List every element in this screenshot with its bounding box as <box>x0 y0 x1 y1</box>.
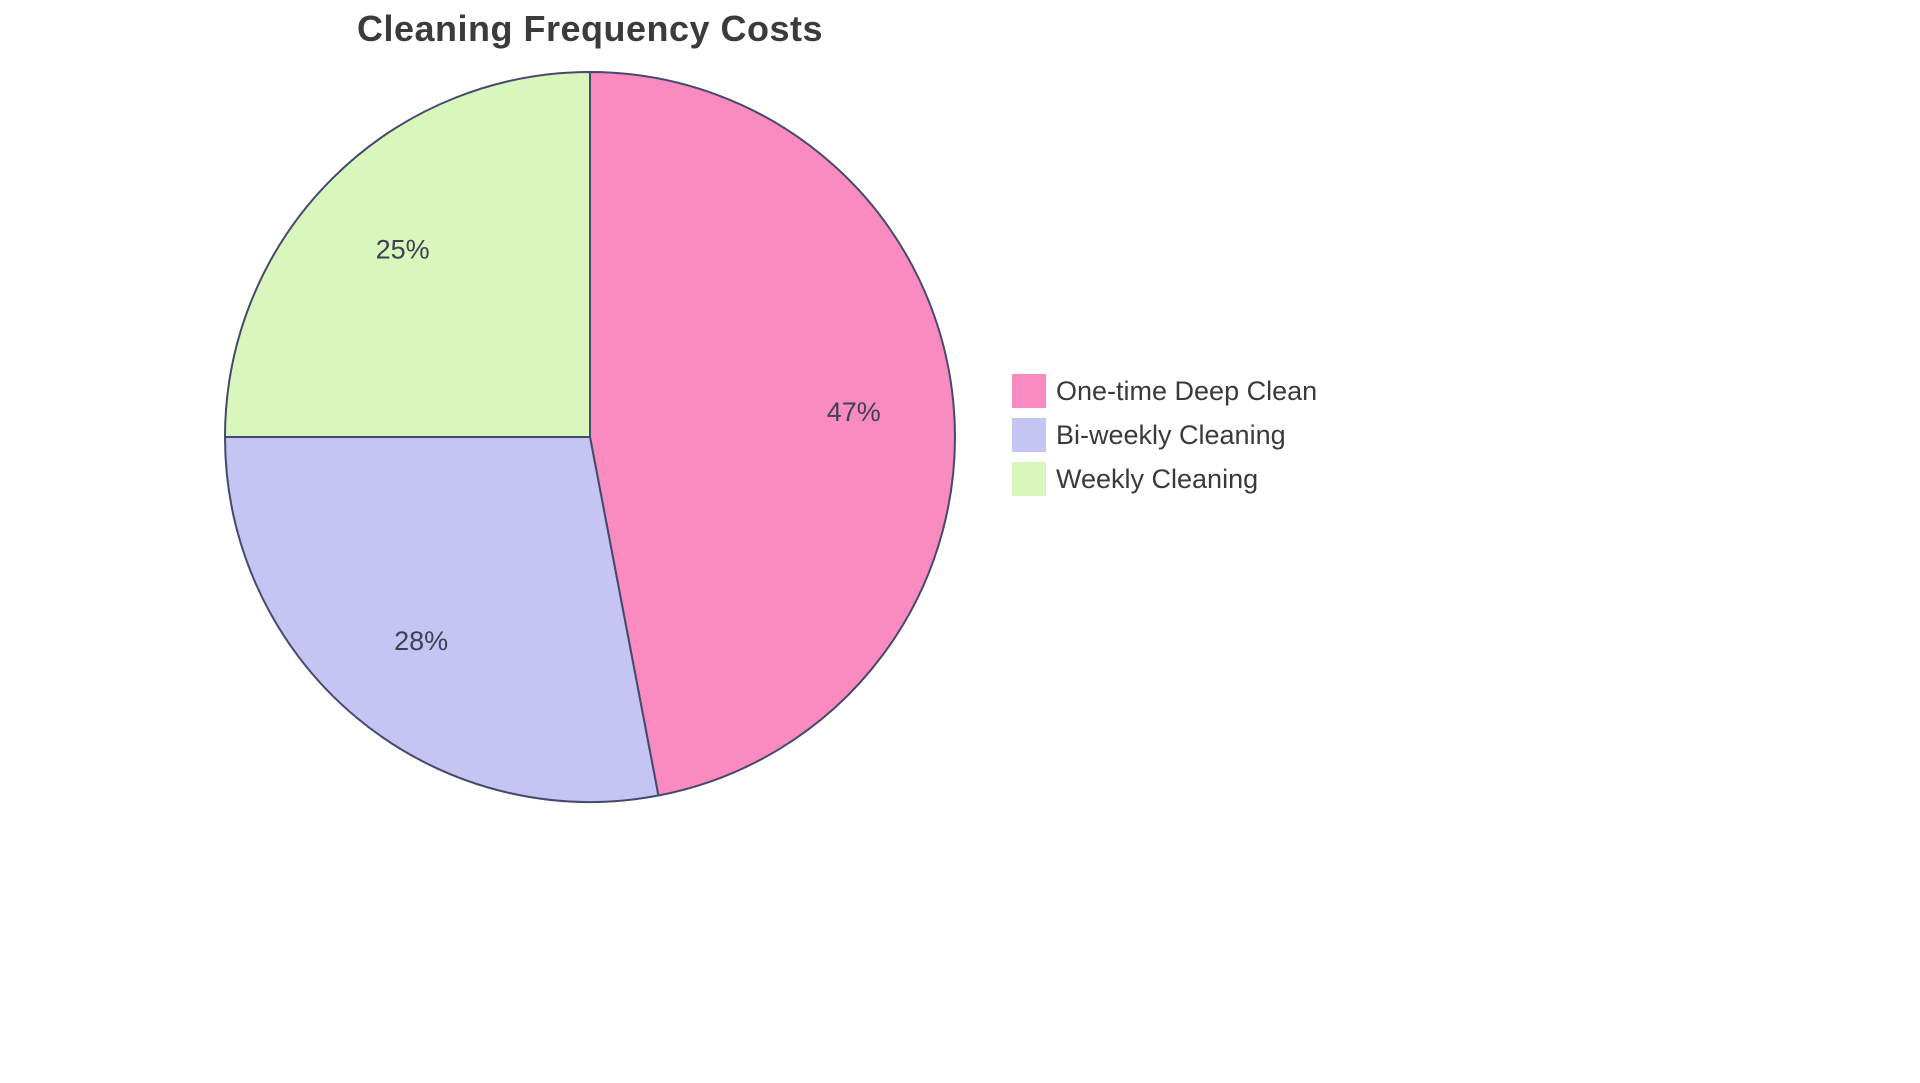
pie-slice-weekly-cleaning <box>224 71 591 438</box>
legend: One-time Deep Clean Bi-weekly Cleaning Wee… <box>1012 374 1317 496</box>
legend-label: Weekly Cleaning <box>1056 463 1259 494</box>
pie-slice-bi-weekly-cleaning <box>224 436 660 803</box>
legend-label: One-time Deep Clean <box>1056 375 1318 406</box>
slice-percentage-label-bi-weekly-cleaning: 28% <box>394 626 448 656</box>
legend-swatch-one-time-deep-clean <box>1012 374 1046 408</box>
legend-item-one-time-deep-clean: One-time Deep Clean <box>1012 374 1317 408</box>
legend-item-bi-weekly-cleaning: Bi-weekly Cleaning <box>1012 418 1317 452</box>
legend-label: Bi-weekly Cleaning <box>1056 419 1286 450</box>
legend-swatch-weekly-cleaning <box>1012 462 1046 496</box>
legend-swatch-bi-weekly-cleaning <box>1012 418 1046 452</box>
pie-slice-one-time-deep-clean <box>589 71 956 797</box>
slice-percentage-label-weekly-cleaning: 25% <box>376 235 430 265</box>
slice-percentage-label-one-time-deep-clean: 47% <box>827 397 881 427</box>
chart-title: Cleaning Frequency Costs <box>356 8 824 49</box>
legend-item-weekly-cleaning: Weekly Cleaning <box>1012 462 1317 496</box>
